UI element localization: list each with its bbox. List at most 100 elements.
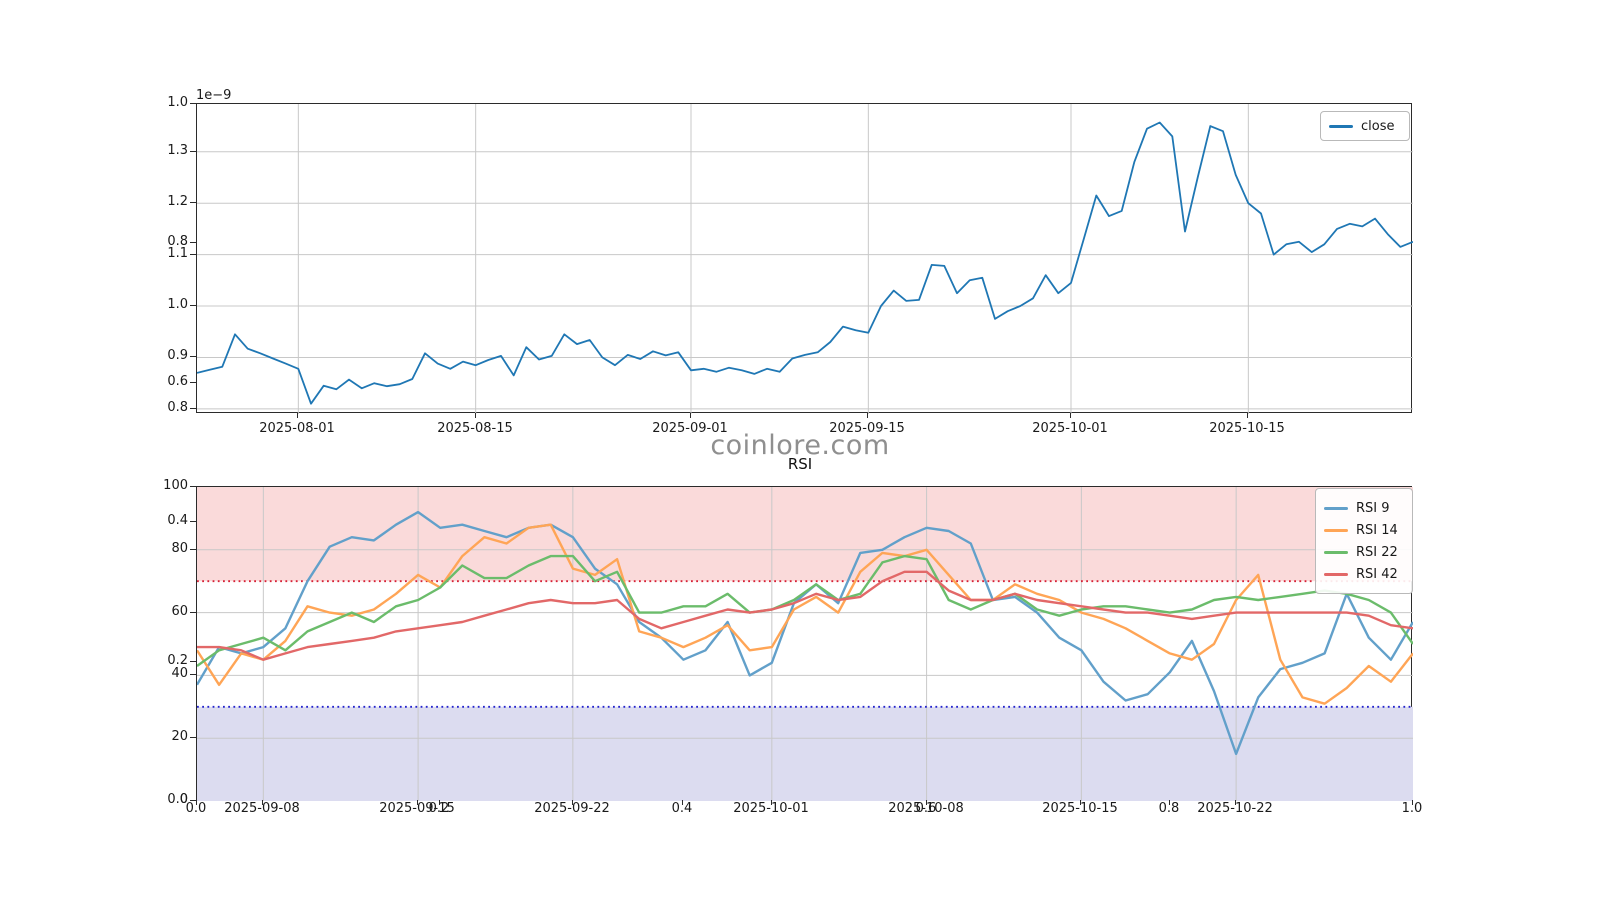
overlay-x-tick-mark bbox=[439, 800, 440, 805]
oversold-band bbox=[197, 706, 1413, 801]
rsi-42-swatch bbox=[1324, 572, 1348, 576]
price-x-tick-label: 2025-08-15 bbox=[437, 421, 513, 436]
close-price-line bbox=[197, 121, 1413, 405]
legend-row-rsi-14: RSI 14 bbox=[1324, 519, 1402, 541]
rsi-x-tick-label: 2025-10-08 bbox=[888, 801, 964, 816]
overbought-band bbox=[197, 487, 1413, 582]
price-x-tick-mark bbox=[475, 413, 476, 418]
rsi-22-swatch bbox=[1324, 550, 1348, 554]
overlay-x-tick-label: 1.0 bbox=[1401, 801, 1423, 816]
price-x-tick-mark bbox=[1247, 413, 1248, 418]
overlay-x-tick-mark bbox=[926, 800, 927, 805]
rsi-y-tick-label: 100 bbox=[163, 478, 188, 493]
price-x-tick-mark bbox=[297, 413, 298, 418]
y-axis-offset-label: 1e−9 bbox=[196, 88, 232, 103]
rsi-x-tick-label: 2025-09-08 bbox=[224, 801, 300, 816]
legend-row-rsi-9: RSI 9 bbox=[1324, 497, 1402, 519]
rsi-chart-frame bbox=[196, 486, 1413, 801]
legend-label-rsi-22: RSI 22 bbox=[1356, 544, 1398, 560]
overlay-x-tick-label: 0.2 bbox=[428, 801, 450, 816]
price-y-tick-label: 0.8 bbox=[167, 400, 188, 415]
price-chart bbox=[197, 104, 1413, 414]
overlay-y-tick-label: 0.2 bbox=[167, 653, 188, 668]
overlay-x-tick-label: 0.6 bbox=[915, 801, 937, 816]
rsi-x-tick-label: 2025-10-15 bbox=[1042, 801, 1118, 816]
price-y-tick-mark bbox=[190, 408, 196, 409]
rsi-y-tick-label: 80 bbox=[171, 541, 188, 556]
price-y-tick-label: 0.9 bbox=[167, 348, 188, 363]
rsi-x-tick-mark bbox=[262, 800, 263, 805]
price-x-tick-mark bbox=[690, 413, 691, 418]
price-x-tick-label: 2025-09-15 bbox=[829, 421, 905, 436]
rsi-line-rsi-9 bbox=[197, 510, 1413, 756]
legend-label-rsi-42: RSI 42 bbox=[1356, 566, 1398, 582]
price-x-tick-mark bbox=[1070, 413, 1071, 418]
rsi-x-tick-mark bbox=[1080, 800, 1081, 805]
price-y-tick-label: 1.3 bbox=[167, 143, 188, 158]
rsi-y-tick-mark bbox=[190, 486, 196, 487]
price-x-tick-label: 2025-10-15 bbox=[1209, 421, 1285, 436]
price-y-tick-mark bbox=[190, 305, 196, 306]
price-x-tick-mark bbox=[867, 413, 868, 418]
price-y-tick-mark bbox=[190, 254, 196, 255]
rsi-x-tick-label: 2025-10-01 bbox=[733, 801, 809, 816]
price-y-tick-mark bbox=[190, 202, 196, 203]
overlay-y-tick-label: 0.0 bbox=[167, 792, 188, 807]
rsi-line-rsi-42 bbox=[197, 570, 1413, 661]
overlay-x-tick-mark bbox=[682, 800, 683, 805]
price-chart-frame bbox=[196, 103, 1413, 414]
rsi-9-swatch bbox=[1324, 506, 1348, 510]
overlay-y-tick-label: 0.4 bbox=[167, 513, 188, 528]
overlay-y-tick-mark bbox=[190, 661, 196, 662]
rsi-y-tick-mark bbox=[190, 612, 196, 613]
rsi-y-tick-label: 60 bbox=[171, 604, 188, 619]
legend-row-rsi-22: RSI 22 bbox=[1324, 541, 1402, 563]
overlay-y-tick-mark bbox=[190, 521, 196, 522]
overlay-y-tick-mark bbox=[190, 103, 196, 104]
rsi-14-swatch bbox=[1324, 528, 1348, 532]
legend-label-rsi-14: RSI 14 bbox=[1356, 522, 1398, 538]
overlay-y-tick-label: 0.8 bbox=[167, 234, 188, 249]
rsi-x-tick-mark bbox=[572, 800, 573, 805]
price-y-tick-label: 1.0 bbox=[167, 297, 188, 312]
rsi-y-tick-label: 20 bbox=[171, 729, 188, 744]
price-y-tick-mark bbox=[190, 356, 196, 357]
price-y-tick-label: 1.1 bbox=[167, 246, 188, 261]
price-x-tick-label: 2025-08-01 bbox=[259, 421, 335, 436]
overlay-y-tick-mark bbox=[190, 800, 196, 801]
rsi-line-rsi-14 bbox=[197, 523, 1413, 705]
overlay-y-tick-label: 1.0 bbox=[167, 95, 188, 110]
legend-label-close: close bbox=[1361, 118, 1395, 134]
watermark: coinlore.com bbox=[710, 430, 890, 461]
rsi-x-tick-mark bbox=[1235, 800, 1236, 805]
price-y-tick-mark bbox=[190, 151, 196, 152]
price-x-tick-label: 2025-10-01 bbox=[1032, 421, 1108, 436]
overlay-y-tick-mark bbox=[190, 242, 196, 243]
price-y-tick-label: 1.2 bbox=[167, 194, 188, 209]
legend-row-rsi-42: RSI 42 bbox=[1324, 563, 1402, 585]
rsi-x-tick-label: 2025-10-22 bbox=[1197, 801, 1273, 816]
rsi-chart-title: RSI bbox=[787, 455, 813, 473]
overlay-y-tick-label: 0.6 bbox=[167, 374, 188, 389]
overlay-x-tick-label: 0.8 bbox=[1158, 801, 1180, 816]
legend-row-close: close bbox=[1329, 116, 1399, 136]
overlay-x-tick-label: 0.0 bbox=[185, 801, 207, 816]
rsi-y-tick-label: 40 bbox=[171, 666, 188, 681]
rsi-y-tick-mark bbox=[190, 549, 196, 550]
rsi-line-rsi-22 bbox=[197, 554, 1413, 667]
rsi-x-tick-mark bbox=[771, 800, 772, 805]
overlay-x-tick-mark bbox=[1169, 800, 1170, 805]
rsi-x-tick-mark bbox=[417, 800, 418, 805]
overlay-x-tick-mark bbox=[1412, 800, 1413, 805]
price-x-tick-label: 2025-09-01 bbox=[652, 421, 728, 436]
overlay-x-tick-mark bbox=[196, 800, 197, 805]
rsi-x-tick-label: 2025-09-15 bbox=[379, 801, 455, 816]
overlay-x-tick-label: 0.4 bbox=[671, 801, 693, 816]
rsi-x-tick-label: 2025-09-22 bbox=[534, 801, 610, 816]
overlay-y-tick-mark bbox=[190, 382, 196, 383]
rsi-y-tick-label: 0 bbox=[179, 792, 188, 807]
rsi-y-tick-mark bbox=[190, 674, 196, 675]
rsi-chart bbox=[197, 487, 1413, 801]
rsi-legend: RSI 9 RSI 14 RSI 22 RSI 42 bbox=[1315, 488, 1413, 594]
